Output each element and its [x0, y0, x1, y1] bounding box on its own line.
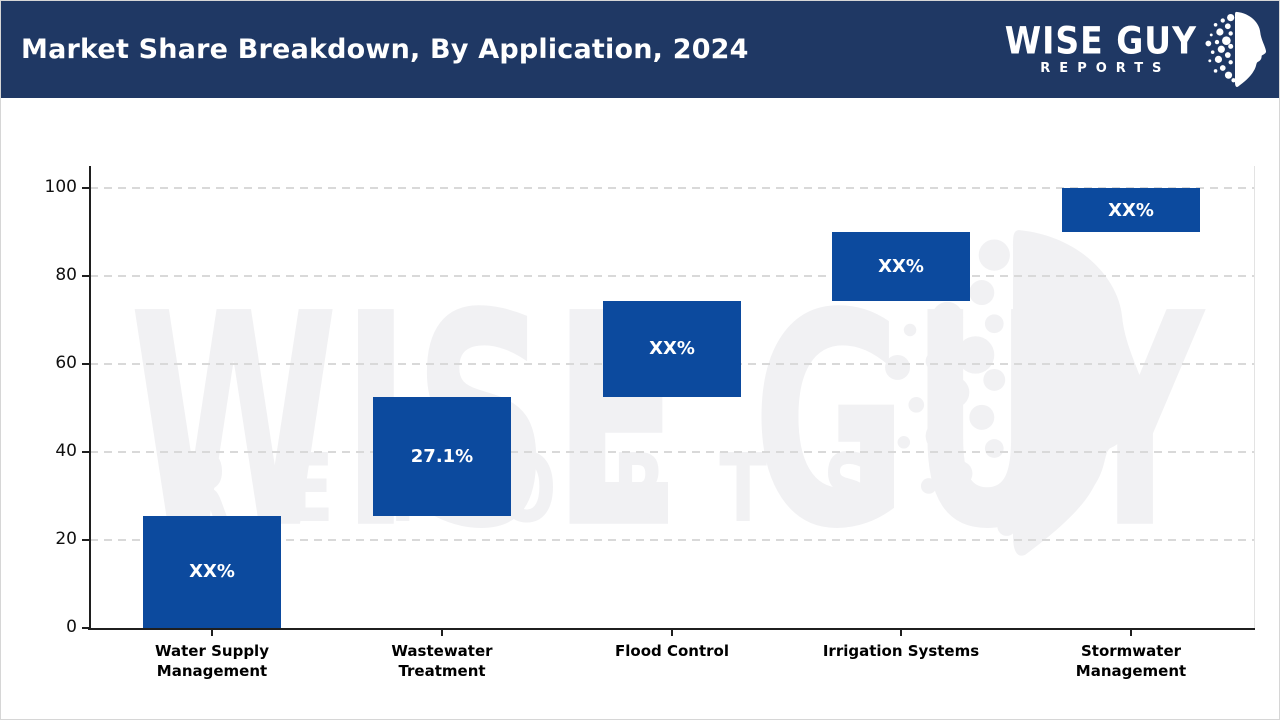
logo-text: WISE GUY REPORTS	[1004, 18, 1197, 76]
y-tick-label-20: 20	[55, 529, 77, 549]
bar-value-label: XX%	[189, 561, 235, 583]
y-tickmark-0	[82, 627, 89, 629]
x-tickmark-0	[211, 629, 213, 636]
y-tickmark-100	[82, 187, 89, 189]
wiseguy-logo: WISE GUY REPORTS	[1005, 10, 1271, 90]
x-tickmark-1	[441, 629, 443, 636]
gridline-y100	[90, 187, 1254, 189]
bar-water-supply-management: XX%	[143, 515, 281, 628]
bar-value-label: XX%	[878, 255, 924, 277]
y-tick-label-0: 0	[66, 617, 77, 637]
y-tick-label-60: 60	[55, 353, 77, 373]
x-axis	[88, 628, 1255, 630]
gridline-y80	[90, 275, 1254, 277]
x-tickmark-3	[900, 629, 902, 636]
x-axis-label-4: Stormwater Management	[1075, 642, 1187, 681]
bar-stormwater-management: XX%	[1062, 188, 1200, 232]
y-tickmark-40	[82, 451, 89, 453]
x-axis-label-3: Irrigation Systems	[822, 642, 980, 660]
gridline-y20	[90, 539, 1254, 541]
plot-right-border	[1254, 166, 1255, 628]
x-axis-label-2: Flood Control	[615, 642, 729, 660]
y-tickmark-20	[82, 539, 89, 541]
y-tick-label-100: 100	[44, 177, 77, 197]
bar-irrigation-systems: XX%	[832, 232, 970, 301]
bar-value-label: XX%	[1108, 199, 1154, 221]
gridline-y40	[90, 451, 1254, 453]
x-axis-label-0: Water Supply Management	[155, 642, 269, 681]
bar-flood-control: XX%	[603, 300, 741, 397]
y-tick-label-80: 80	[55, 265, 77, 285]
y-tickmark-60	[82, 363, 89, 365]
x-tickmark-2	[671, 629, 673, 636]
y-axis	[89, 166, 91, 630]
y-tickmark-80	[82, 275, 89, 277]
wiseguy-face-icon	[1205, 11, 1267, 87]
x-tickmark-4	[1130, 629, 1132, 636]
bar-value-label: XX%	[649, 338, 695, 360]
header-bar: Market Share Breakdown, By Application, …	[1, 1, 1279, 98]
y-tick-label-40: 40	[55, 441, 77, 461]
bar-value-label: 27.1%	[410, 445, 474, 467]
logo-subtitle: REPORTS	[1040, 61, 1171, 76]
bar-wastewater-treatment: 27.1%	[373, 396, 511, 516]
logo-wordmark: WISE GUY	[1004, 18, 1197, 63]
x-axis-label-1: Wastewater Treatment	[391, 642, 493, 681]
page-title: Market Share Breakdown, By Application, …	[21, 34, 749, 65]
